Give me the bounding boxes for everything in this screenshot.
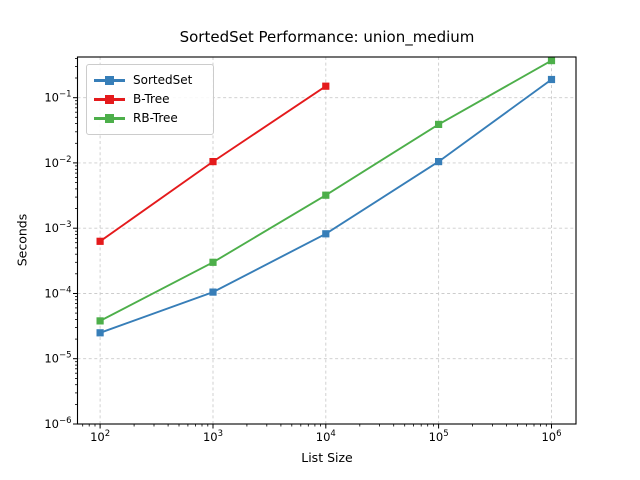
legend-item-label: B-Tree xyxy=(133,92,170,106)
chart-title: SortedSet Performance: union_medium xyxy=(179,28,475,46)
legend-item-btree: B-Tree xyxy=(94,90,205,109)
square-marker-icon xyxy=(105,95,114,104)
legend-item-sortedset: SortedSet xyxy=(94,71,205,90)
legend-line-marker-icon xyxy=(94,95,125,104)
svg-text:10−1: 10−1 xyxy=(44,90,71,105)
y-axis-label: Seconds xyxy=(14,213,30,267)
svg-text:103: 103 xyxy=(203,429,223,444)
legend-item-label: RB-Tree xyxy=(133,111,178,125)
legend-item-rbtree: RB-Tree xyxy=(94,109,205,128)
svg-text:10−2: 10−2 xyxy=(44,155,71,170)
legend: SortedSet B-Tree RB-Tree xyxy=(86,64,214,135)
legend-line-marker-icon xyxy=(94,114,125,123)
svg-text:10−5: 10−5 xyxy=(44,351,71,366)
square-marker-icon xyxy=(105,76,114,85)
svg-text:10−4: 10−4 xyxy=(44,286,71,301)
legend-item-label: SortedSet xyxy=(133,73,193,87)
svg-text:10−6: 10−6 xyxy=(44,416,71,431)
svg-text:106: 106 xyxy=(541,429,561,444)
svg-text:102: 102 xyxy=(90,429,110,444)
svg-text:105: 105 xyxy=(429,429,449,444)
svg-text:104: 104 xyxy=(316,429,336,444)
svg-text:10−3: 10−3 xyxy=(44,220,71,235)
x-axis-label: List Size xyxy=(301,450,353,465)
legend-line-marker-icon xyxy=(94,76,125,85)
square-marker-icon xyxy=(105,114,114,123)
